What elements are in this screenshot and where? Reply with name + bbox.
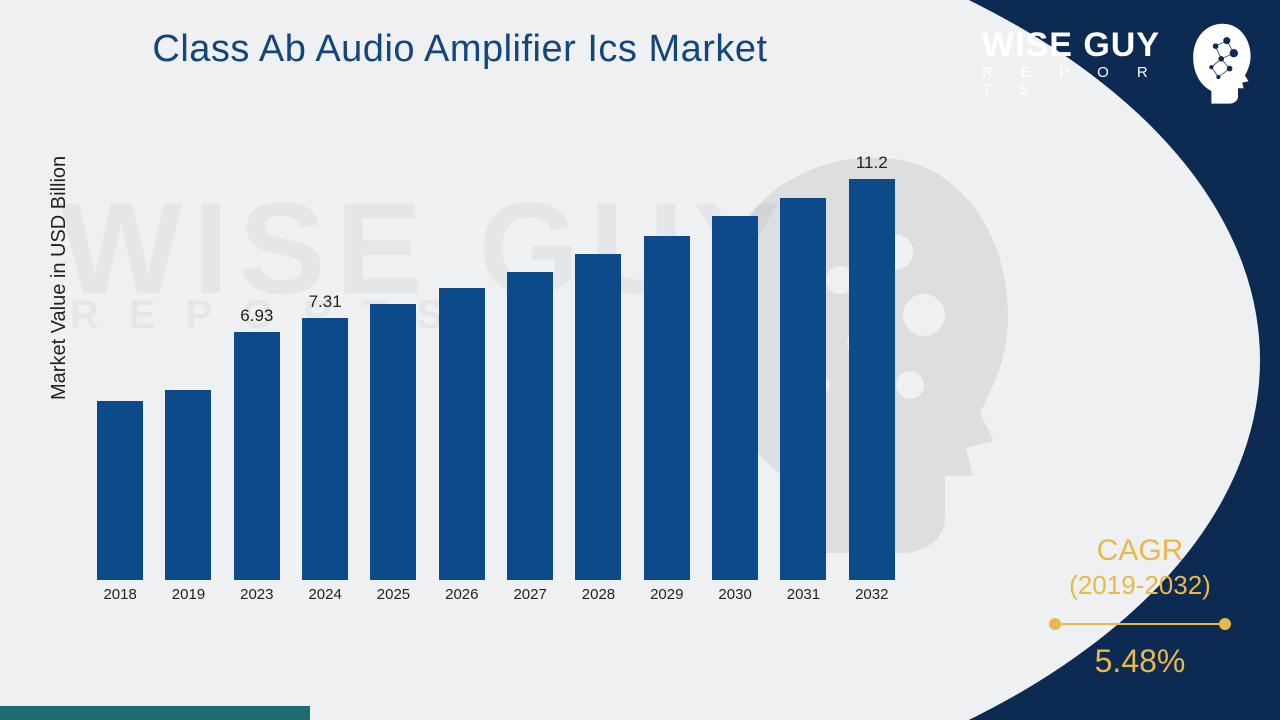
x-axis-ticks: 2018201920232024202520262027202820292030… <box>86 580 906 610</box>
x-tick: 2025 <box>359 580 427 610</box>
x-tick: 2029 <box>633 580 701 610</box>
bar <box>575 254 621 580</box>
bar-slot <box>86 401 154 580</box>
cagr-block: CAGR (2019-2032) 5.48% <box>1000 534 1280 680</box>
bar <box>712 216 758 580</box>
y-axis-label: Market Value in USD Billion <box>48 156 71 400</box>
x-tick: 2030 <box>701 580 769 610</box>
accent-bar <box>0 706 310 720</box>
bar-slot: 6.93 <box>223 332 291 580</box>
cagr-divider <box>1055 623 1225 625</box>
x-tick: 2028 <box>564 580 632 610</box>
bar-slot: 11.2 <box>838 179 906 580</box>
bar-slot: 7.31 <box>291 318 359 580</box>
chart-title: Class Ab Audio Amplifier Ics Market <box>0 28 920 71</box>
x-tick: 2027 <box>496 580 564 610</box>
bar-slot <box>769 198 837 580</box>
bar-value-label: 6.93 <box>240 306 273 330</box>
brand-logo-text: WISE GUY R E P O R T S <box>982 28 1176 98</box>
x-tick: 2019 <box>154 580 222 610</box>
bar <box>302 318 348 580</box>
brand-head-icon <box>1182 18 1252 108</box>
x-tick: 2024 <box>291 580 359 610</box>
bar-value-label: 11.2 <box>856 153 888 177</box>
x-tick: 2032 <box>838 580 906 610</box>
bar-slot <box>633 236 701 580</box>
bar-chart: 6.937.3111.2 201820192023202420252026202… <box>86 150 906 610</box>
bar-slot <box>428 288 496 580</box>
x-tick: 2031 <box>769 580 837 610</box>
brand-logo-main: WISE GUY <box>982 28 1176 62</box>
cagr-value: 5.48% <box>1000 643 1280 680</box>
brand-logo-sub: R E P O R T S <box>982 64 1176 98</box>
bar <box>780 198 826 580</box>
bar-slot <box>701 216 769 580</box>
bar-slot <box>359 304 427 580</box>
bar <box>644 236 690 580</box>
report-graphic: WISE GUY REPORTS Class Ab Audio Amplifie… <box>0 0 1280 720</box>
cagr-years: (2019-2032) <box>1000 570 1280 601</box>
cagr-title: CAGR <box>1000 534 1280 568</box>
x-tick: 2018 <box>86 580 154 610</box>
bar-value-label: 7.31 <box>309 292 342 316</box>
bar <box>234 332 280 580</box>
x-tick: 2023 <box>223 580 291 610</box>
bar <box>849 179 895 580</box>
brand-logo: WISE GUY R E P O R T S <box>982 18 1252 108</box>
bar <box>439 288 485 580</box>
plot-area: 6.937.3111.2 <box>86 150 906 580</box>
bar-slot <box>564 254 632 580</box>
bar <box>165 390 211 580</box>
bar <box>370 304 416 580</box>
bar-slot <box>154 390 222 580</box>
bar <box>507 272 553 580</box>
bar <box>97 401 143 580</box>
bar-slot <box>496 272 564 580</box>
x-tick: 2026 <box>428 580 496 610</box>
